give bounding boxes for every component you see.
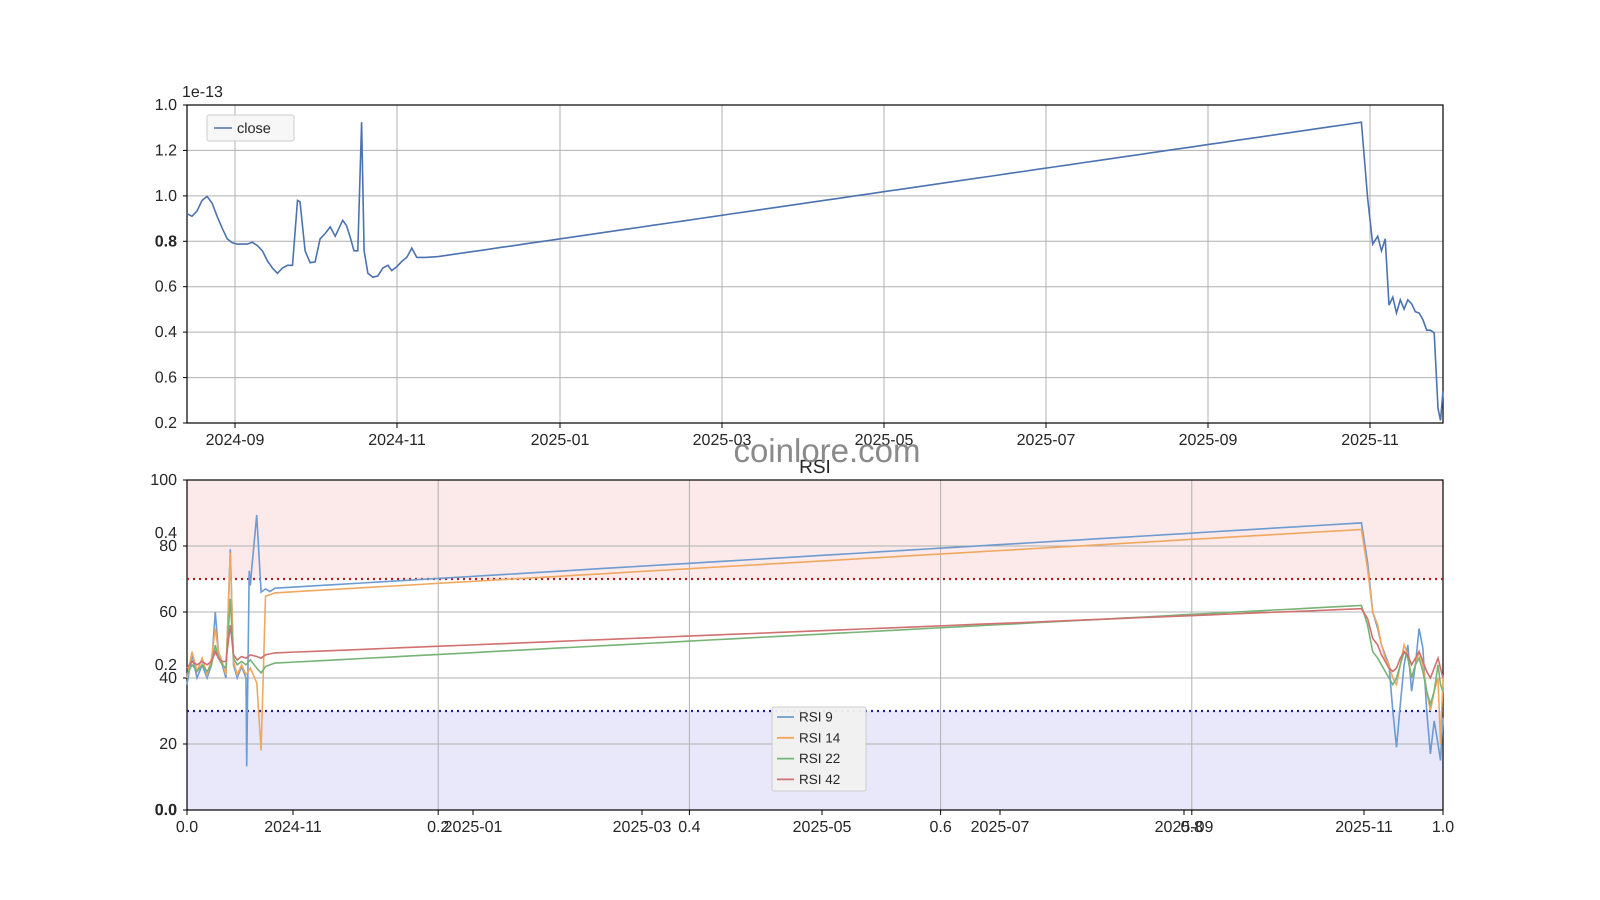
svg-text:2025-11: 2025-11 xyxy=(1335,819,1393,836)
svg-text:2025-01: 2025-01 xyxy=(531,432,590,449)
svg-text:2025-01: 2025-01 xyxy=(444,819,503,836)
svg-text:2025-09: 2025-09 xyxy=(1179,432,1238,449)
svg-text:1e-13: 1e-13 xyxy=(182,84,223,101)
svg-text:0.0: 0.0 xyxy=(176,819,198,836)
svg-text:RSI 42: RSI 42 xyxy=(799,772,840,787)
svg-text:RSI 22: RSI 22 xyxy=(799,751,840,766)
svg-text:2024-11: 2024-11 xyxy=(368,432,426,449)
svg-text:1.0: 1.0 xyxy=(1432,819,1454,836)
svg-text:1.0: 1.0 xyxy=(155,97,177,114)
svg-text:2025-07: 2025-07 xyxy=(1017,432,1076,449)
svg-text:2024-11: 2024-11 xyxy=(264,819,322,836)
svg-text:2024-09: 2024-09 xyxy=(206,432,265,449)
svg-text:0.2: 0.2 xyxy=(155,415,177,432)
svg-text:0.8: 0.8 xyxy=(155,233,177,250)
svg-text:60: 60 xyxy=(159,604,177,621)
svg-text:0.6: 0.6 xyxy=(155,279,177,296)
svg-text:close: close xyxy=(237,121,271,137)
svg-text:0.8: 0.8 xyxy=(1181,819,1203,836)
svg-text:2025-11: 2025-11 xyxy=(1341,432,1399,449)
svg-text:0.4: 0.4 xyxy=(155,525,177,542)
svg-text:100: 100 xyxy=(150,472,177,489)
svg-text:0.2: 0.2 xyxy=(427,819,449,836)
svg-text:20: 20 xyxy=(159,736,177,753)
svg-text:RSI 9: RSI 9 xyxy=(799,710,833,725)
svg-text:0.0: 0.0 xyxy=(155,802,177,819)
svg-text:0.4: 0.4 xyxy=(678,819,700,836)
svg-text:2025-05: 2025-05 xyxy=(793,819,852,836)
svg-text:0.4: 0.4 xyxy=(155,324,177,341)
svg-text:0.6: 0.6 xyxy=(155,370,177,387)
svg-text:1.2: 1.2 xyxy=(155,142,177,159)
svg-text:2025-03: 2025-03 xyxy=(613,819,672,836)
svg-text:2025-07: 2025-07 xyxy=(971,819,1030,836)
svg-text:0.2: 0.2 xyxy=(155,657,177,674)
svg-text:RSI 14: RSI 14 xyxy=(799,730,841,745)
svg-text:0.6: 0.6 xyxy=(929,819,951,836)
svg-text:1.0: 1.0 xyxy=(155,188,177,205)
svg-text:coinlore.com: coinlore.com xyxy=(733,432,920,469)
